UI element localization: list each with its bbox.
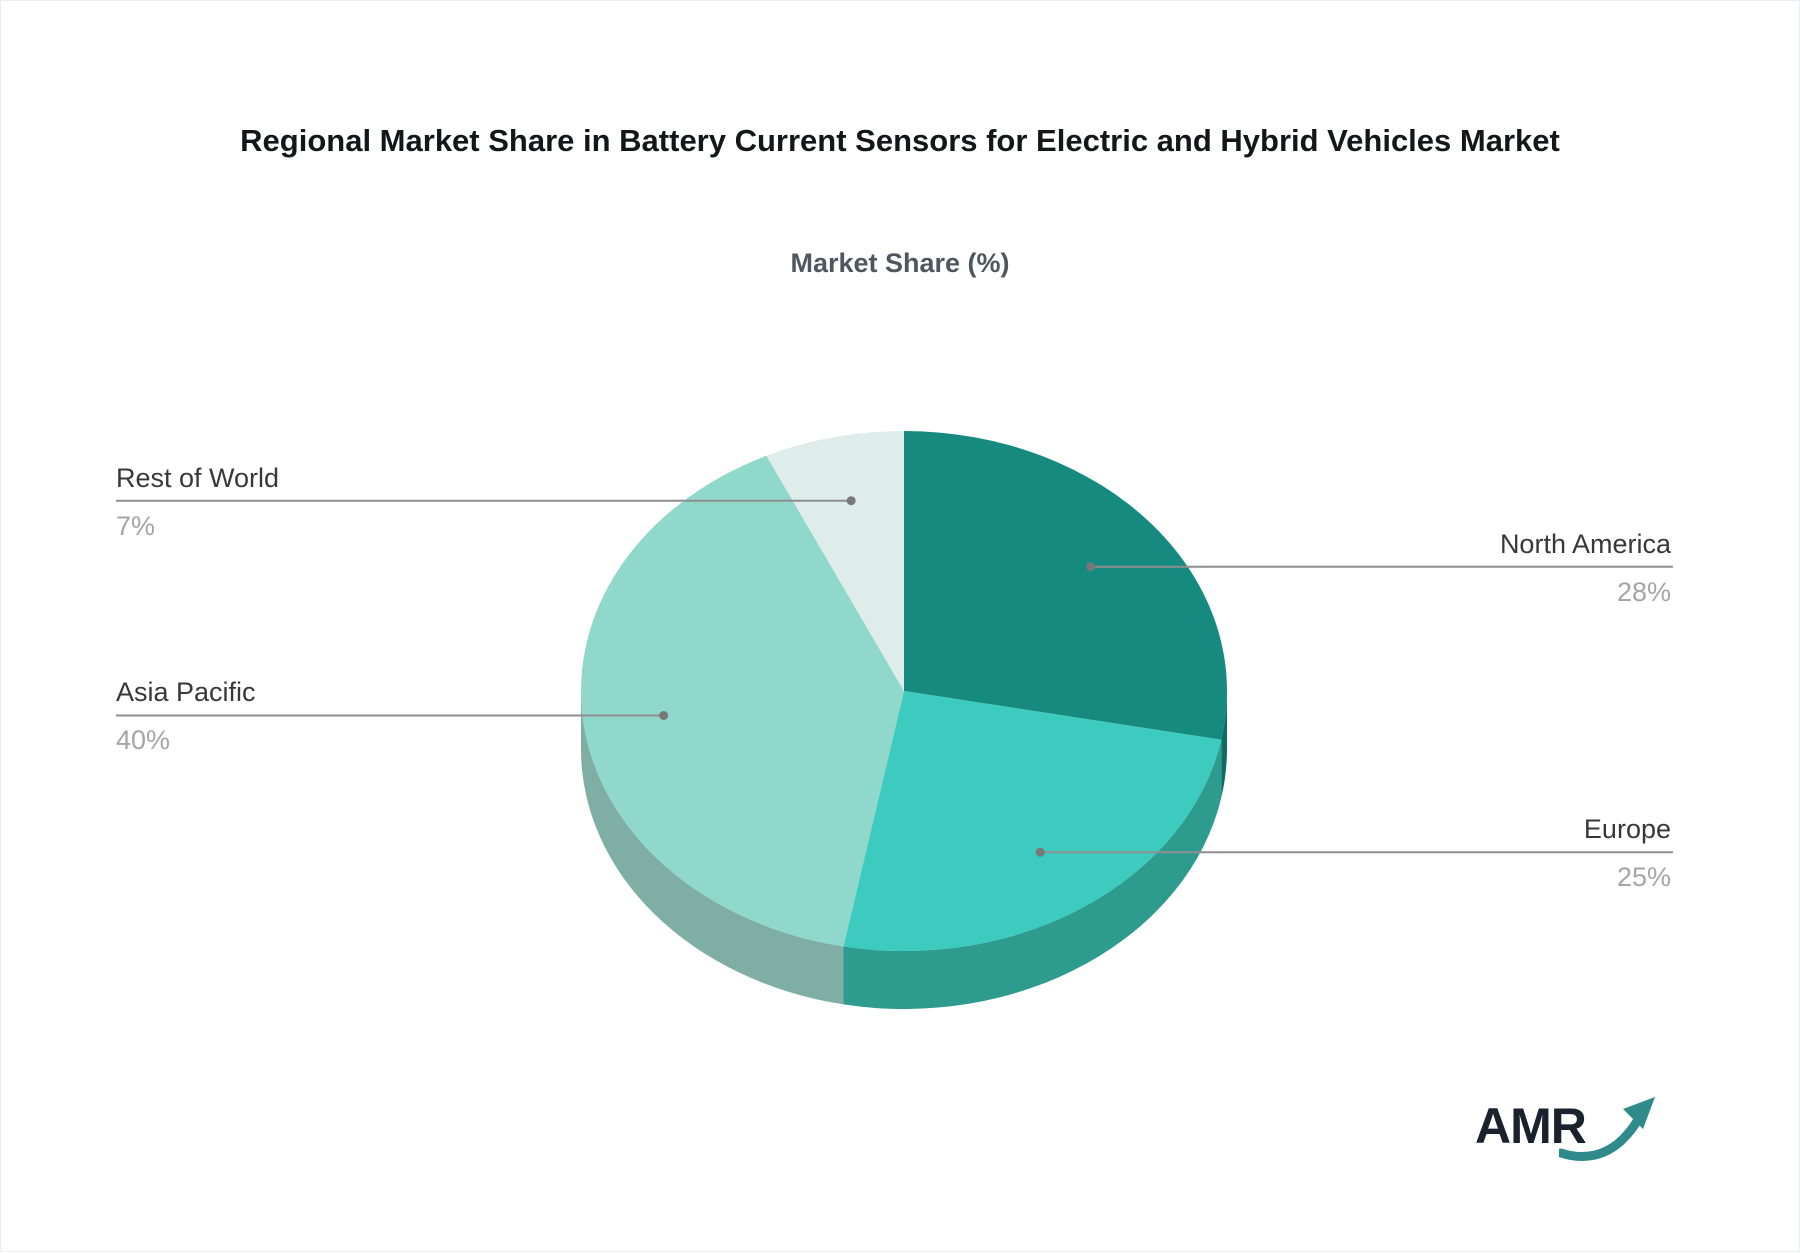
slice-label-percent: 28%: [1616, 576, 1671, 607]
leader-dot-asia-pacific: [659, 710, 669, 720]
pie-slice-side-asia-pacific: [581, 691, 844, 1005]
chart-title: Regional Market Share in Battery Current…: [240, 123, 1560, 158]
slice-label-europe: Europe 25%: [1584, 812, 1671, 894]
slice-label-rest-of-world: Rest of World 7%: [116, 461, 279, 543]
amr-logo-text: AMR: [1475, 1098, 1587, 1154]
pie-slice-asia-pacific[interactable]: [580, 455, 904, 947]
leader-dot-europe: [1035, 847, 1045, 857]
amr-logo: AMR: [1475, 1089, 1661, 1169]
slice-label-percent: 40%: [116, 725, 171, 756]
pie-slice-rest-of-world[interactable]: [766, 431, 904, 691]
slice-label-name: Rest of World: [116, 462, 280, 493]
pie-slice-north-america[interactable]: [904, 431, 1228, 740]
slice-label-asia-pacific: Asia Pacific 40%: [116, 675, 256, 757]
slice-label-percent: 25%: [1616, 862, 1671, 893]
slice-label-name: Europe: [1583, 814, 1671, 845]
slice-label-north-america: North America 28%: [1500, 527, 1671, 609]
growth-arrow-icon: [1559, 1097, 1655, 1161]
slice-label-percent: 7%: [116, 510, 156, 541]
chart-subtitle: Market Share (%): [790, 248, 1010, 278]
pie-slice-side-europe: [843, 739, 1222, 1010]
leader-dot-north-america: [1086, 562, 1096, 572]
pie-slice-side-north-america: [1221, 691, 1227, 798]
slice-label-name: North America: [1499, 528, 1671, 559]
slice-label-name: Asia Pacific: [116, 677, 256, 708]
pie-slice-europe[interactable]: [843, 691, 1222, 952]
leader-dot-rest-of-world: [846, 496, 856, 506]
